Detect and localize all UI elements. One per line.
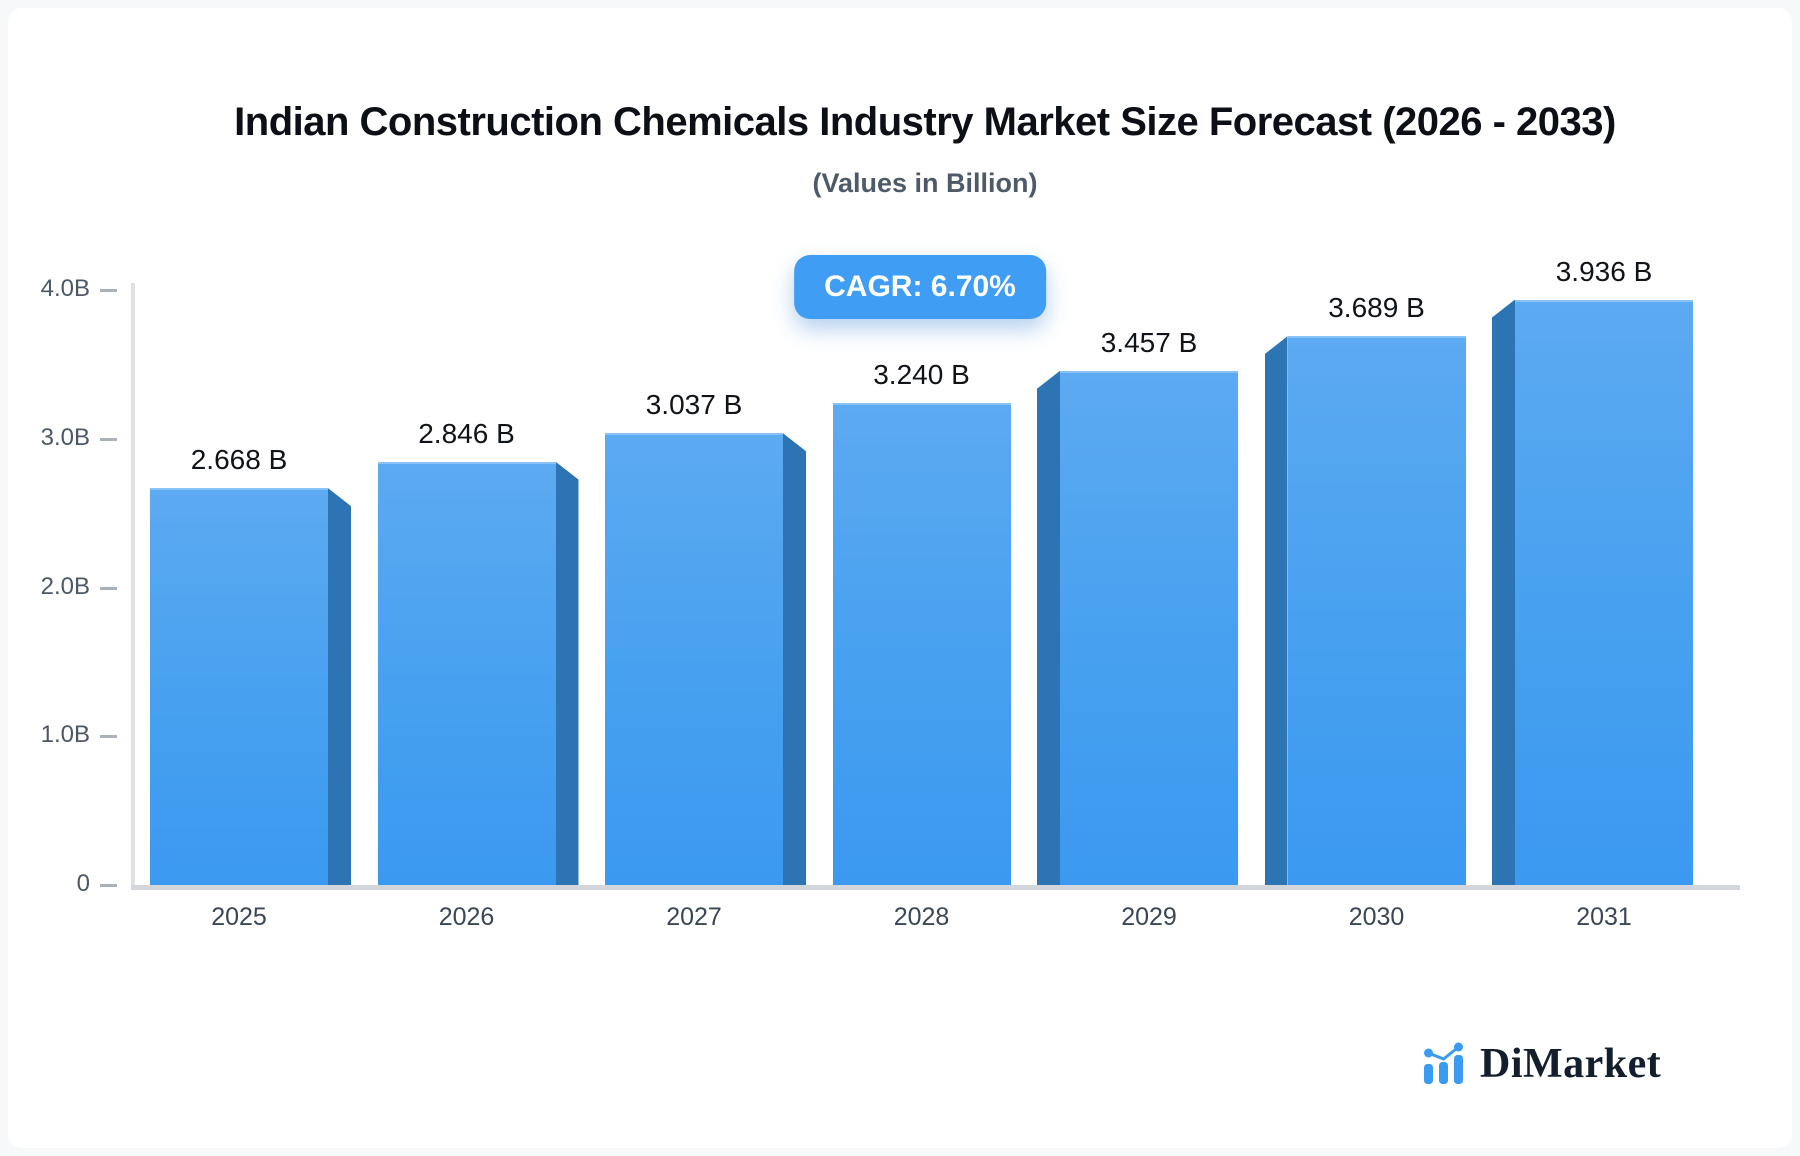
y-axis-tick: [100, 884, 117, 887]
y-axis-tick: [100, 289, 117, 292]
y-axis-tick-label: 4.0B: [40, 275, 90, 302]
y-axis-tick-label: 1.0B: [40, 721, 90, 749]
bar: [1060, 370, 1238, 885]
dimarket-logo-icon: [1424, 1042, 1463, 1084]
y-axis-tick-label: 3.0B: [40, 423, 90, 451]
y-axis-tick-label: 0: [76, 870, 90, 897]
bar-3d-side: [555, 461, 579, 885]
y-axis-tick: [100, 735, 117, 739]
y-axis-line: [131, 283, 135, 890]
x-axis-label: 2031: [1576, 903, 1632, 931]
y-axis-tick-label: 2.0B: [40, 572, 90, 600]
bar-value-label: 2.668 B: [190, 444, 288, 476]
bar-value-label: 3.240 B: [873, 359, 970, 391]
bar-3d-side: [1264, 336, 1288, 885]
bar: [150, 488, 328, 885]
bar: [832, 403, 1011, 885]
bar-value-label: 3.689 B: [1328, 292, 1425, 324]
x-axis-label: 2025: [211, 903, 267, 931]
bar-3d-side: [1492, 299, 1515, 885]
x-axis-label: 2030: [1348, 903, 1405, 931]
brand-logo: DiMarket: [1420, 1040, 1661, 1088]
cagr-badge: CAGR: 6.70%: [794, 255, 1046, 319]
bar: [377, 461, 556, 885]
bar: [605, 433, 783, 885]
y-axis-tick: [100, 437, 117, 441]
bar-value-label: 3.457 B: [1100, 326, 1198, 358]
chart-title: Indian Construction Chemicals Industry M…: [234, 100, 1616, 144]
bar-value-label: 3.037 B: [645, 389, 743, 421]
bar-value-label: 2.846 B: [418, 417, 515, 449]
bar-3d-side: [783, 433, 806, 885]
y-axis-tick: [100, 586, 117, 590]
bar-3d-side: [1037, 370, 1060, 885]
bar-3d-side: [328, 488, 351, 885]
bar: [1287, 336, 1466, 885]
brand-name: DiMarket: [1480, 1041, 1662, 1087]
x-axis-label: 2029: [1121, 903, 1177, 931]
x-axis-line: [131, 885, 1740, 890]
chart-subtitle: (Values in Billion): [812, 168, 1038, 198]
x-axis-label: 2026: [438, 903, 495, 931]
x-axis-label: 2028: [893, 903, 950, 931]
bar-value-label: 3.936 B: [1555, 255, 1653, 287]
bar: [1515, 299, 1693, 885]
x-axis-label: 2027: [666, 903, 722, 931]
